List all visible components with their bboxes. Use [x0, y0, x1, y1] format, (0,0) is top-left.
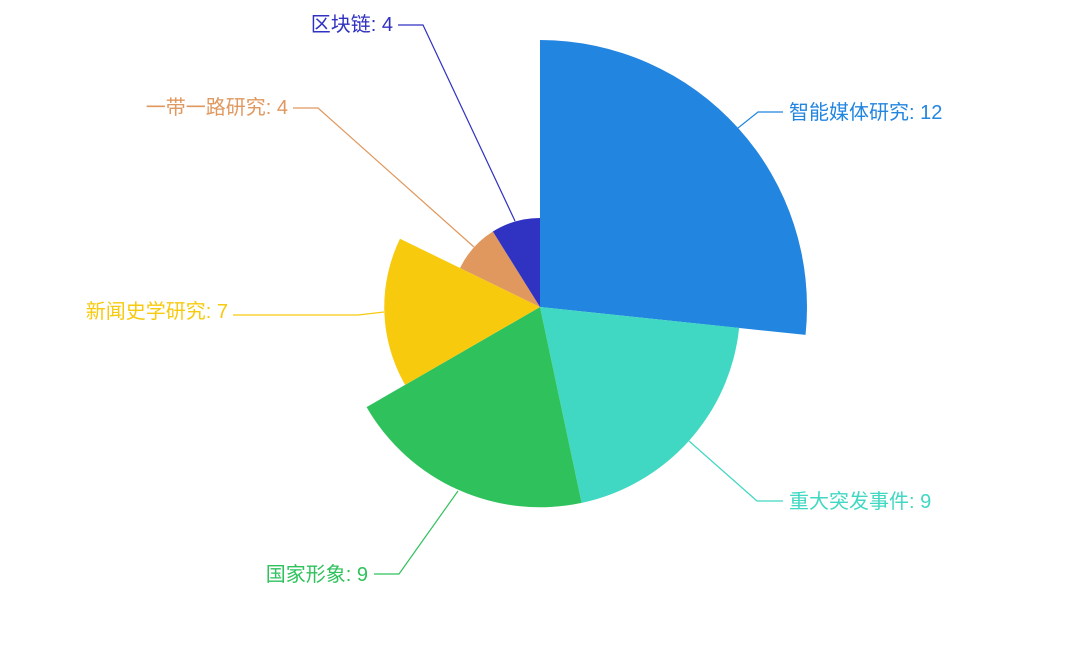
- slice-label-3: 新闻史学研究: 7: [86, 300, 228, 323]
- label-line-5: [398, 24, 516, 222]
- label-line-4: [293, 107, 475, 248]
- pie-slice-2[interactable]: [366, 307, 582, 508]
- label-line-0: [737, 111, 783, 129]
- slice-label-0: 智能媒体研究: 12: [789, 101, 942, 124]
- label-line-2: [374, 490, 459, 575]
- slice-label-4: 一带一路研究: 4: [146, 96, 288, 119]
- slice-label-5: 区块链: 4: [311, 13, 393, 36]
- pie-slice-3[interactable]: [384, 238, 540, 385]
- pie-slice-5[interactable]: [492, 218, 540, 307]
- pie-slice-1[interactable]: [540, 307, 740, 503]
- pie-slice-4[interactable]: [460, 231, 540, 307]
- label-line-3: [233, 311, 385, 316]
- label-line-1: [688, 440, 783, 502]
- pie-slice-0[interactable]: [540, 39, 808, 335]
- slice-label-2: 国家形象: 9: [266, 563, 368, 586]
- slice-label-1: 重大突发事件: 9: [789, 490, 931, 513]
